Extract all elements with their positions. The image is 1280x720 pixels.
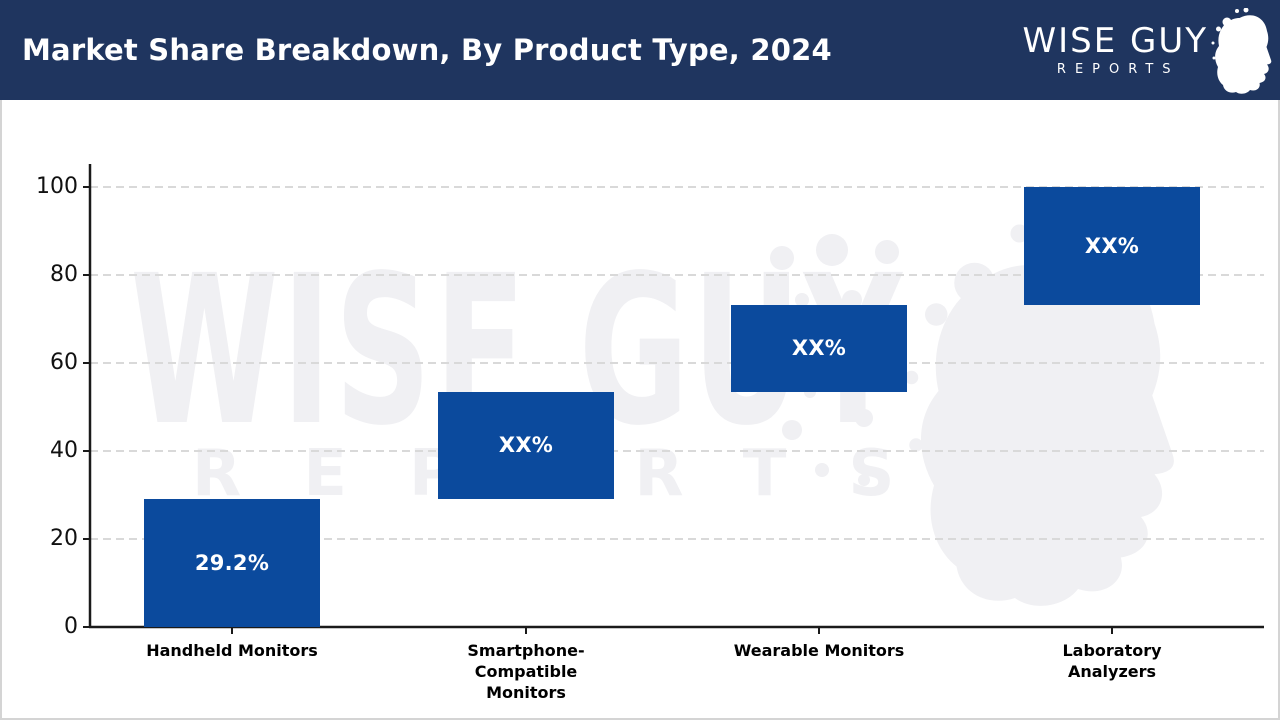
logo-subtext: REPORTS	[1056, 62, 1180, 78]
x-axis-category-label: Wearable Monitors	[733, 641, 905, 660]
bar-smartphone-compatible-monitors: XX%	[438, 392, 614, 499]
y-axis-tick-label: 0	[64, 614, 78, 639]
x-axis-category-label: Handheld Monitors	[146, 641, 318, 660]
bar-value-label: XX%	[1084, 233, 1140, 258]
y-axis-tick-label: 80	[50, 262, 78, 287]
page-title: Market Share Breakdown, By Product Type,…	[22, 33, 832, 67]
x-axis-category-label: Smartphone- Compatible Monitors	[467, 641, 585, 702]
wise-guy-logo: WISE GUY REPORTS	[1022, 0, 1276, 100]
y-axis-tick-label: 20	[50, 526, 78, 551]
bar-value-label: XX%	[498, 433, 554, 458]
bar-value-label: XX%	[791, 336, 847, 361]
x-axis-category-label: Laboratory Analyzers	[1062, 641, 1162, 681]
bar-value-label: 29.2%	[194, 550, 270, 575]
header: Market Share Breakdown, By Product Type,…	[0, 0, 1280, 100]
logo-text: WISE GUY REPORTS	[1022, 20, 1208, 78]
bar-handheld-monitors: 29.2%	[144, 498, 320, 627]
y-axis-tick-label: 40	[50, 438, 78, 463]
logo-wordmark: WISE GUY	[1022, 20, 1208, 61]
bar-wearable-monitors: XX%	[731, 304, 907, 393]
chart-area: WISE GUY REPORTS 02040608010029.2%Handhe…	[2, 100, 1278, 718]
wise-guy-face-icon	[1211, 8, 1272, 94]
y-axis-tick-label: 100	[36, 174, 78, 199]
y-axis-tick-label: 60	[50, 350, 78, 375]
waterfall-chart: 0 20 40 60 80 100 29.2% Handheld Monitors XX% Sma…	[2, 100, 1278, 718]
bar-laboratory-analyzers: XX%	[1024, 187, 1200, 305]
